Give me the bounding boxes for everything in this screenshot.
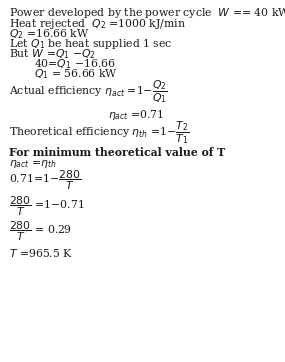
Text: 0.71=1−$\dfrac{280}{T}$: 0.71=1−$\dfrac{280}{T}$ [9,168,81,191]
Text: $\eta_{act}$ =0.71: $\eta_{act}$ =0.71 [108,108,164,122]
Text: But $\mathit{W}$ =$\mathit{Q}_1$ −$\mathit{Q}_2$: But $\mathit{W}$ =$\mathit{Q}_1$ −$\math… [9,47,95,61]
Text: $\dfrac{280}{T}$ =1−0.71: $\dfrac{280}{T}$ =1−0.71 [9,195,84,218]
Text: 40=$\mathit{Q}_1$ −16.66: 40=$\mathit{Q}_1$ −16.66 [34,57,116,71]
Text: Theoretical efficiency $\eta_{th}$ =1−$\dfrac{T_2}{T_1}$: Theoretical efficiency $\eta_{th}$ =1−$\… [9,119,189,146]
Text: $\dfrac{280}{T}$ = 0.29: $\dfrac{280}{T}$ = 0.29 [9,220,72,243]
Text: $\eta_{act}$ =$\eta_{th}$: $\eta_{act}$ =$\eta_{th}$ [9,157,56,170]
Text: $\mathit{T}$ =965.5 K: $\mathit{T}$ =965.5 K [9,247,73,260]
Text: For minimum theoretical value of T: For minimum theoretical value of T [9,147,225,158]
Text: Heat rejected  $\mathit{Q}_2$ =1000 kJ/min: Heat rejected $\mathit{Q}_2$ =1000 kJ/mi… [9,17,186,30]
Text: Actual efficiency $\eta_{act}$ =1−$\dfrac{Q_2}{Q_1}$: Actual efficiency $\eta_{act}$ =1−$\dfra… [9,78,167,105]
Text: $\mathit{Q}_1$ = 56.66 kW: $\mathit{Q}_1$ = 56.66 kW [34,67,118,81]
Text: $\mathit{Q}_2$ =16.66 kW: $\mathit{Q}_2$ =16.66 kW [9,27,89,41]
Text: Power developed by the power cycle  $\mathit{W}$ == 40 kW: Power developed by the power cycle $\mat… [9,6,285,20]
Text: Let $\mathit{Q}_1$ be heat supplied 1 sec: Let $\mathit{Q}_1$ be heat supplied 1 se… [9,37,172,51]
